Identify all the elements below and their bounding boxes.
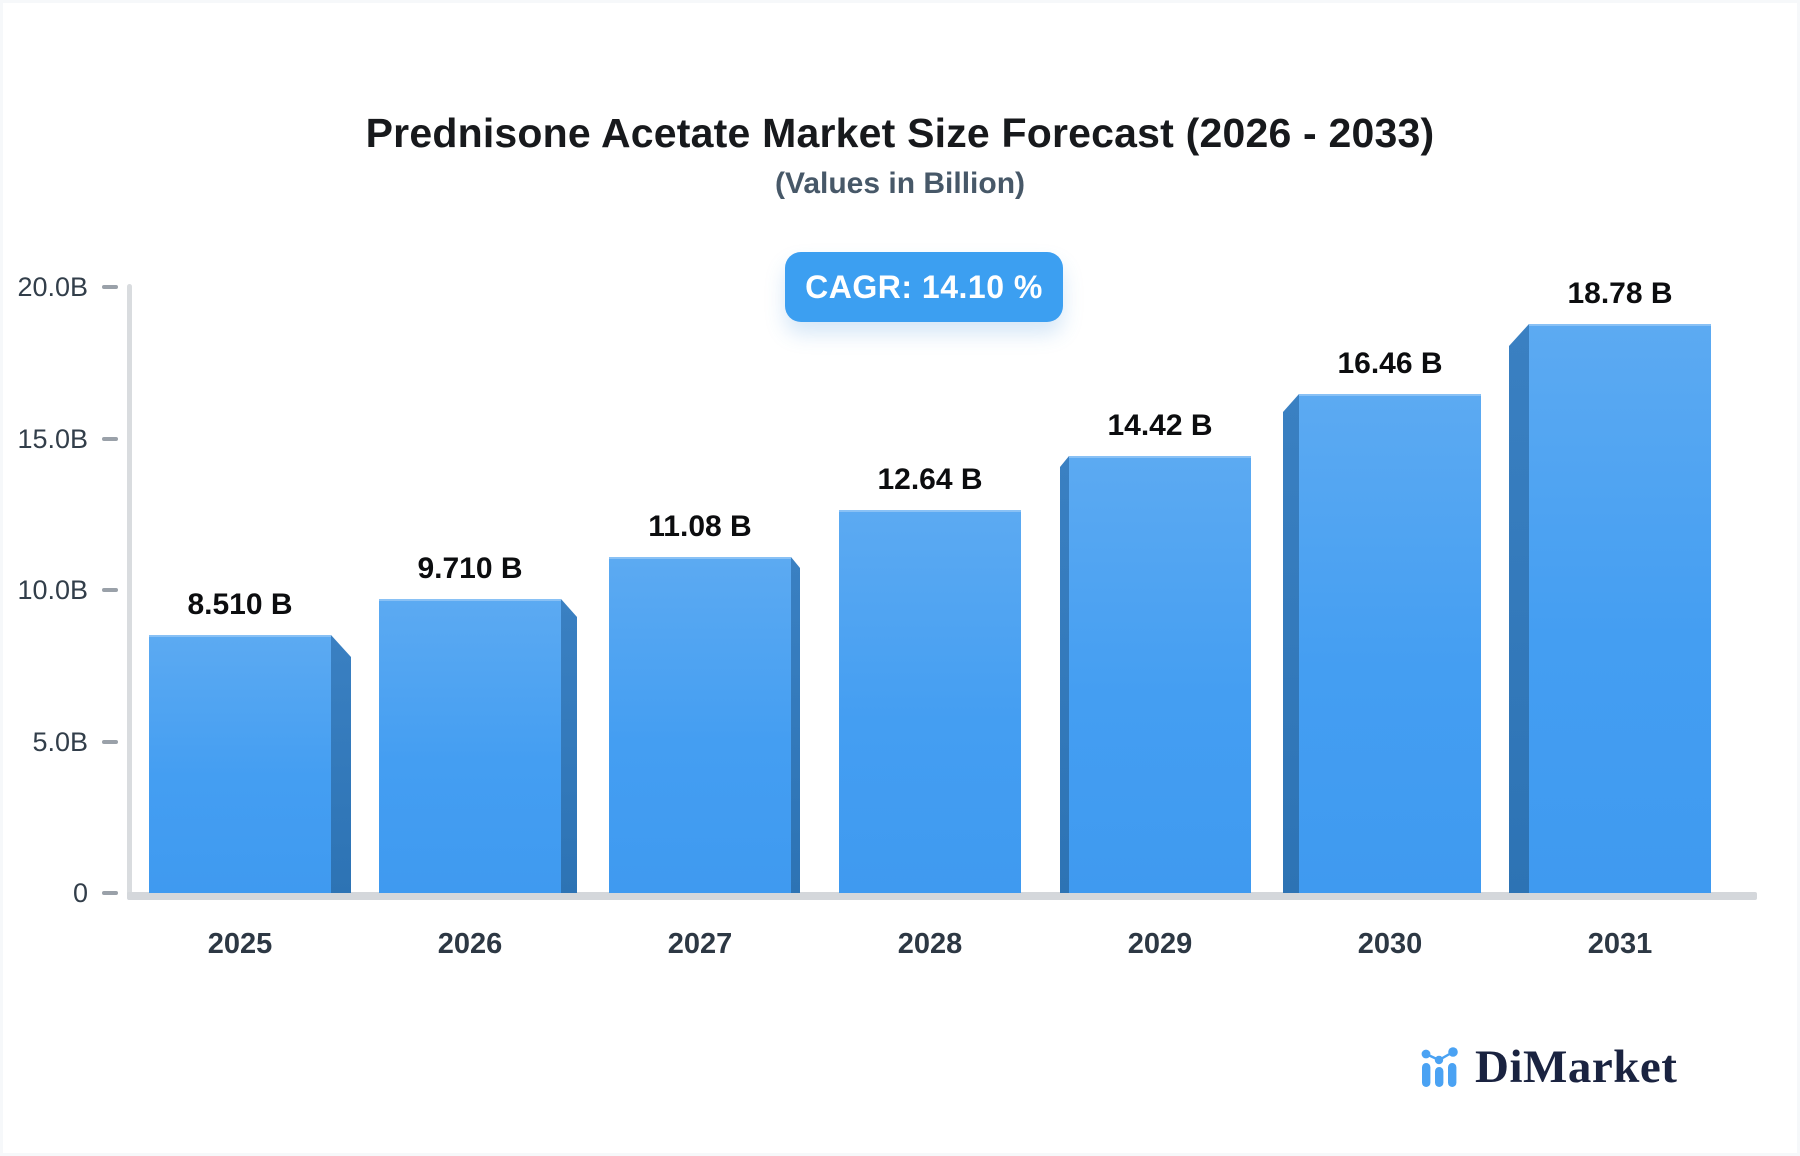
bar-2028	[839, 510, 1021, 893]
brand-logo: DiMarket	[1420, 1040, 1677, 1094]
bar-value-label: 14.42 B	[1107, 409, 1213, 442]
x-tick-label: 2031	[1587, 928, 1653, 960]
bar-value-label: 18.78 B	[1567, 277, 1673, 310]
y-tick-mark	[102, 891, 118, 895]
bar-2027	[609, 557, 791, 893]
y-tick-mark	[102, 285, 118, 289]
bar-value-label: 16.46 B	[1337, 347, 1443, 380]
bar-value-label: 8.510 B	[187, 588, 293, 621]
bar-2025	[149, 635, 331, 893]
y-tick-label: 0	[72, 878, 88, 908]
bar-side-2025	[331, 635, 351, 893]
bar-2030	[1299, 394, 1481, 893]
bar-value-label: 12.64 B	[877, 463, 983, 496]
x-tick-label: 2026	[437, 928, 503, 960]
bar-2029	[1069, 456, 1251, 893]
bar-side-2030	[1283, 394, 1299, 893]
x-tick-label: 2025	[207, 928, 273, 960]
y-tick-label: 5.0B	[32, 726, 88, 757]
bar-side-2026	[561, 599, 577, 893]
chart-title: Prednisone Acetate Market Size Forecast …	[365, 110, 1435, 156]
brand-name: DiMarket	[1475, 1041, 1678, 1093]
y-tick-mark	[102, 588, 118, 592]
bar-2031	[1529, 324, 1711, 893]
x-tick-label: 2029	[1127, 928, 1193, 960]
x-tick-label: 2027	[667, 928, 733, 960]
x-tick-label: 2028	[897, 928, 963, 960]
bar-side-2031	[1509, 324, 1529, 893]
y-tick-label: 20.0B	[17, 272, 88, 302]
bar-2026	[379, 599, 561, 893]
x-tick-label: 2030	[1357, 928, 1423, 960]
bar-value-label: 9.710 B	[417, 552, 523, 585]
y-tick-mark	[102, 739, 118, 744]
bar-value-label: 11.08 B	[648, 510, 752, 543]
x-axis-line	[127, 892, 1757, 900]
chart-subtitle: (Values in Billion)	[774, 167, 1026, 200]
bar-chart-logo-icon	[1421, 1047, 1458, 1087]
y-tick-label: 15.0B	[17, 423, 88, 454]
cagr-badge: CAGR: 14.10 %	[785, 252, 1063, 322]
y-tick-mark	[102, 436, 118, 441]
y-axis-line	[127, 284, 132, 900]
bar-side-2027	[791, 557, 800, 893]
y-tick-label: 10.0B	[17, 575, 88, 605]
bar-side-2029	[1060, 456, 1069, 893]
